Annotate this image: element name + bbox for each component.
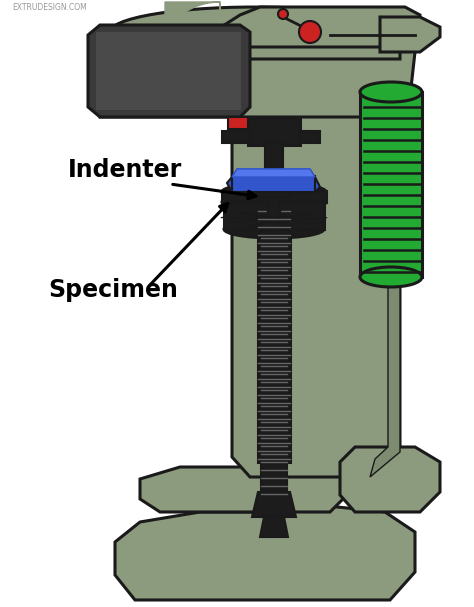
- Bar: [248, 117, 300, 145]
- Bar: [224, 198, 324, 229]
- Polygon shape: [232, 72, 400, 477]
- Polygon shape: [218, 7, 420, 47]
- Polygon shape: [165, 2, 220, 47]
- Polygon shape: [380, 17, 440, 52]
- Polygon shape: [370, 72, 400, 477]
- Circle shape: [278, 9, 288, 19]
- Polygon shape: [88, 25, 250, 117]
- Ellipse shape: [224, 190, 324, 208]
- Bar: [232, 176, 315, 192]
- Polygon shape: [340, 447, 440, 512]
- Polygon shape: [250, 219, 274, 226]
- Polygon shape: [227, 177, 320, 192]
- Polygon shape: [110, 7, 400, 59]
- Bar: [360, 92, 422, 277]
- Bar: [258, 200, 290, 462]
- Bar: [261, 227, 287, 497]
- Text: Indenter: Indenter: [68, 158, 182, 182]
- Ellipse shape: [360, 82, 422, 102]
- Polygon shape: [274, 219, 293, 227]
- Polygon shape: [239, 212, 274, 219]
- Polygon shape: [140, 467, 345, 512]
- Polygon shape: [252, 492, 296, 517]
- Bar: [222, 191, 326, 202]
- Polygon shape: [273, 211, 283, 219]
- Bar: [96, 32, 241, 110]
- Circle shape: [299, 21, 321, 43]
- Polygon shape: [232, 169, 315, 177]
- Polygon shape: [267, 197, 281, 217]
- Bar: [265, 143, 283, 175]
- Polygon shape: [95, 27, 415, 117]
- Polygon shape: [260, 517, 288, 537]
- Polygon shape: [228, 219, 274, 223]
- Polygon shape: [274, 217, 327, 219]
- Polygon shape: [274, 213, 311, 219]
- Polygon shape: [258, 175, 290, 197]
- Text: Specimen: Specimen: [48, 278, 178, 302]
- Polygon shape: [232, 169, 315, 177]
- Bar: [300, 131, 320, 143]
- Ellipse shape: [222, 193, 326, 211]
- Ellipse shape: [222, 183, 326, 201]
- Ellipse shape: [224, 220, 324, 238]
- Bar: [222, 131, 250, 143]
- Polygon shape: [221, 216, 274, 219]
- Bar: [228, 117, 250, 129]
- Polygon shape: [274, 219, 321, 224]
- Ellipse shape: [360, 267, 422, 287]
- Polygon shape: [115, 502, 415, 600]
- Text: EXTRUDESIGN.COM: EXTRUDESIGN.COM: [12, 3, 87, 12]
